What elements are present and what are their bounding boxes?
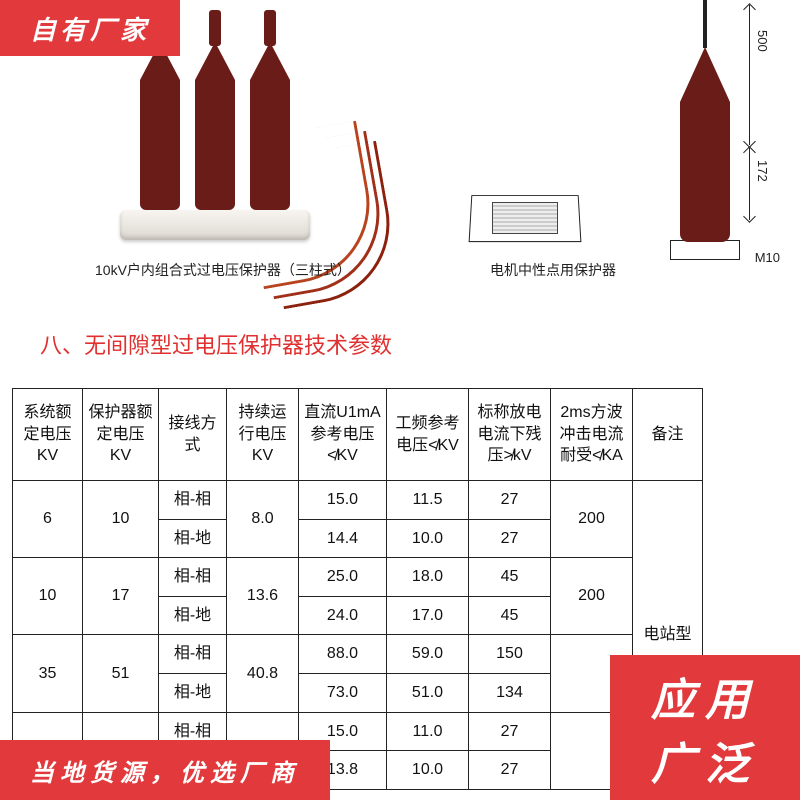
section-heading: 八、无间隙型过电压保护器技术参数 [40,328,392,360]
table-row: 3551相-相40.888.059.0150 [13,635,703,674]
col-pf-ref: 工频参考电压≮KV [387,389,469,481]
cell-wiring: 相-地 [159,673,227,712]
document-page: 自有厂家 10kV户内组合式过电压保护器（三柱式） [0,0,800,800]
table-row: 610相-相8.015.011.527200电站型 [13,481,703,520]
cell-pf-ref: 17.0 [387,596,469,635]
top-banner-text: 自有厂家 [30,10,150,47]
right-figure-caption: 电机中性点用保护器 [490,260,616,280]
col-sq-wave: 2ms方波冲击电流耐受≮KA [551,389,633,481]
table-header-row: 系统额定电压KV 保护器额定电压KV 接线方式 持续运行电压KV 直流U1mA参… [13,389,703,481]
cell-prot-kv: 17 [83,558,159,635]
table-row: 1017相-相13.625.018.045200 [13,558,703,597]
cell-cont-v: 8.0 [227,481,299,558]
bottom-left-banner: 当地货源，优选厂商 [0,740,330,800]
cell-prot-kv: 10 [83,481,159,558]
schematic-cone-icon [680,47,730,102]
cell-sys-kv: 35 [13,635,83,712]
bottom-right-line1: 应用 [651,664,759,728]
col-residual: 标称放电电流下残压≯kV [469,389,551,481]
dim-arrow-icon [743,3,756,16]
schematic-flange-icon [670,240,740,260]
cell-wiring: 相-地 [159,519,227,558]
cell-residual: 27 [469,712,551,751]
cell-pf-ref: 10.0 [387,751,469,790]
cell-pf-ref: 11.5 [387,481,469,520]
cell-cont-v: 13.6 [227,558,299,635]
col-cont-v: 持续运行电压KV [227,389,299,481]
cell-wiring: 相-相 [159,635,227,674]
dimension-line-icon [749,5,750,145]
cell-pf-ref: 11.0 [387,712,469,751]
dim-arrow-icon [743,210,756,223]
dim-arrow-icon [743,146,756,159]
cell-residual: 27 [469,751,551,790]
cell-dc-u1ma: 25.0 [299,558,387,597]
cell-sys-kv: 6 [13,481,83,558]
bottom-right-line2: 广泛 [651,728,759,792]
cell-dc-u1ma: 88.0 [299,635,387,674]
cell-sq-wave: 200 [551,481,633,558]
cell-residual: 45 [469,596,551,635]
cell-residual: 27 [469,481,551,520]
cell-dc-u1ma: 24.0 [299,596,387,635]
cell-dc-u1ma: 15.0 [299,481,387,520]
arrester-column-icon [140,80,180,210]
cell-prot-kv: 51 [83,635,159,712]
arrester-column-icon [250,80,290,210]
bottom-left-text: 当地货源，优选厂商 [30,753,300,788]
col-remark: 备注 [633,389,703,481]
cell-residual: 134 [469,673,551,712]
cell-pf-ref: 59.0 [387,635,469,674]
cell-wiring: 相-地 [159,596,227,635]
cell-pf-ref: 10.0 [387,519,469,558]
schematic-rod-icon [703,0,707,48]
spec-table: 系统额定电压KV 保护器额定电压KV 接线方式 持续运行电压KV 直流U1mA参… [12,388,703,790]
schematic-arrester-icon [680,102,730,242]
right-product-figure: 500 172 M10 电机中性点用保护器 [400,0,800,320]
arrester-column-icon [195,80,235,210]
dimension-value: 172 [755,160,770,182]
cell-cont-v: 40.8 [227,635,299,712]
col-sys-kv: 系统额定电压KV [13,389,83,481]
col-dc-u1ma: 直流U1mA参考电压≮KV [299,389,387,481]
cell-wiring: 相-相 [159,481,227,520]
dimension-value: 500 [755,30,770,52]
mounting-base-icon [120,210,310,240]
cell-dc-u1ma: 14.4 [299,519,387,558]
nameplate-icon [492,202,558,234]
bottom-right-banner: 应用 广泛 [610,655,800,800]
col-wiring: 接线方式 [159,389,227,481]
top-left-banner: 自有厂家 [0,0,180,56]
cell-residual: 27 [469,519,551,558]
cell-dc-u1ma: 73.0 [299,673,387,712]
cell-residual: 150 [469,635,551,674]
cell-pf-ref: 18.0 [387,558,469,597]
cell-sq-wave: 200 [551,558,633,635]
dimension-value: M10 [755,250,780,265]
left-figure-caption: 10kV户内组合式过电压保护器（三柱式） [95,260,351,280]
col-prot-kv: 保护器额定电压KV [83,389,159,481]
cell-sys-kv: 10 [13,558,83,635]
cell-pf-ref: 51.0 [387,673,469,712]
cell-residual: 45 [469,558,551,597]
cell-wiring: 相-相 [159,558,227,597]
